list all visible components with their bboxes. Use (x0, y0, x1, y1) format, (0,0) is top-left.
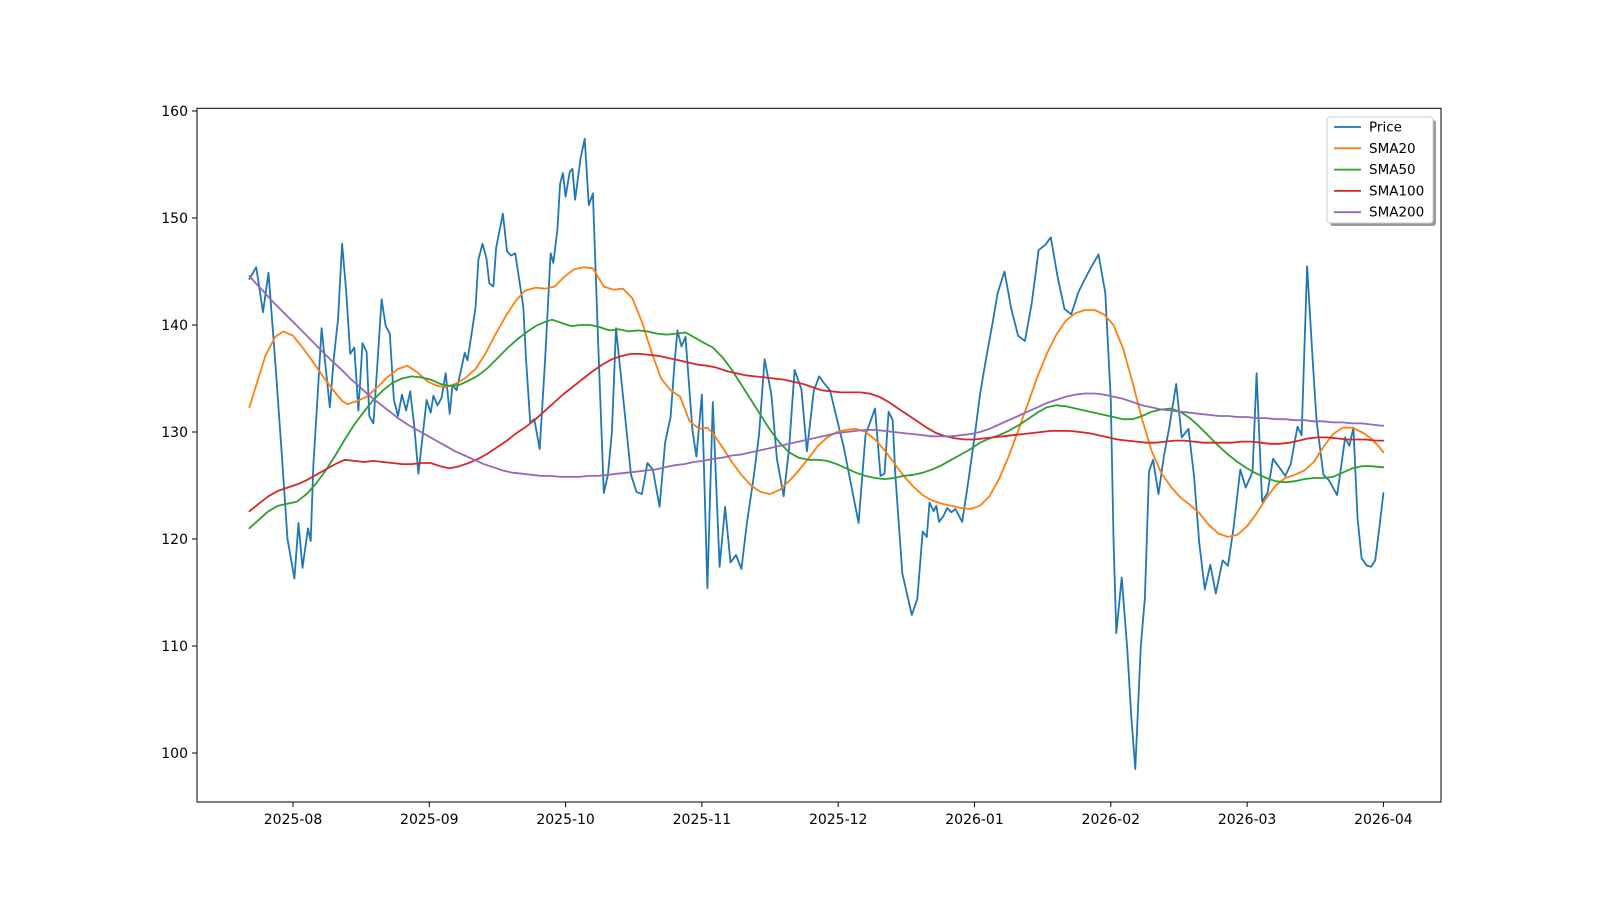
y-axis-tick-label: 110 (161, 639, 188, 655)
y-axis-tick-label: 150 (161, 211, 188, 227)
y-axis-tick-label: 140 (161, 318, 188, 334)
legend-entry-label: SMA100 (1369, 183, 1424, 199)
sma50-line (248, 318, 1385, 530)
sma200-line (248, 274, 1385, 478)
y-axis-tick-label: 130 (161, 425, 188, 441)
x-axis-tick-label: 2025-08 (264, 812, 323, 828)
legend-box (1326, 116, 1434, 224)
x-axis-tick-label: 2025-09 (400, 812, 459, 828)
x-axis-tick-label: 2025-11 (673, 812, 732, 828)
legend-entry-label: SMA200 (1369, 205, 1424, 221)
y-axis-tick-label: 160 (161, 104, 188, 120)
y-axis-tick-label: 100 (161, 746, 188, 762)
sma20-line (248, 266, 1385, 538)
x-axis-tick-label: 2025-12 (809, 812, 868, 828)
sma100-line (248, 353, 1385, 513)
x-axis-tick-label: 2026-04 (1354, 812, 1413, 828)
y-axis-tick-label: 120 (161, 532, 188, 548)
legend-entry-label: SMA50 (1369, 162, 1416, 178)
x-axis-tick-label: 2025-10 (536, 812, 595, 828)
x-axis-tick-label: 2026-03 (1218, 812, 1277, 828)
legend-entry-label: Price (1369, 120, 1402, 136)
axes-frame (196, 107, 1442, 803)
x-axis-tick-label: 2026-01 (945, 812, 1004, 828)
legend-entry-label: SMA20 (1369, 141, 1416, 157)
x-axis-tick-label: 2026-02 (1082, 812, 1141, 828)
